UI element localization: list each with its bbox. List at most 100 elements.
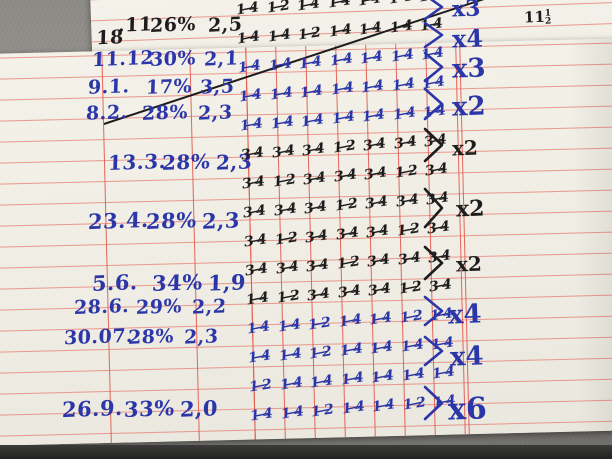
fraction-cell: 1∕4 bbox=[358, 19, 383, 39]
fraction-cell: 1∕4 bbox=[391, 104, 416, 124]
fraction-cell: 1∕4 bbox=[266, 26, 291, 46]
table-cell-percent: 26% bbox=[149, 12, 197, 38]
fraction-cell: 3∕4 bbox=[272, 200, 297, 220]
multiplier-bracket bbox=[423, 335, 450, 367]
fraction-cell: 1∕2 bbox=[265, 0, 290, 17]
fraction-cell: 1∕4 bbox=[235, 0, 260, 19]
table-cell-percent: 33% bbox=[123, 395, 176, 422]
fraction-cell: 1∕4 bbox=[400, 365, 425, 385]
fraction-cell: 1∕4 bbox=[268, 84, 293, 104]
fraction-cell: 1∕4 bbox=[389, 46, 414, 66]
table-cell-percent: 29% bbox=[135, 295, 183, 319]
fraction-cell: 1∕4 bbox=[245, 289, 270, 309]
multiplier-bracket bbox=[423, 385, 450, 421]
fraction-cell: 1∕4 bbox=[239, 115, 264, 135]
table-cell-value: 2,3 bbox=[197, 101, 233, 125]
fraction-cell: 3∕4 bbox=[274, 258, 299, 278]
table-cell-percent: 17% bbox=[145, 75, 193, 99]
table-cell-percent: 28% bbox=[127, 325, 175, 349]
fraction-cell: 1∕2 bbox=[398, 307, 423, 327]
multiplier-label: x2 bbox=[455, 251, 483, 277]
table-cell-date: 23.4. bbox=[87, 206, 150, 235]
fraction-cell: 1∕2 bbox=[335, 253, 360, 274]
fraction-cell: 1∕4 bbox=[238, 86, 263, 106]
fraction-cell: 1∕2 bbox=[275, 287, 300, 307]
fraction-cell: 3∕4 bbox=[270, 142, 295, 162]
fraction-cell: 3∕4 bbox=[428, 276, 453, 296]
table-cell-date: 8.2. bbox=[85, 101, 129, 125]
fraction-cell: 1∕4 bbox=[338, 340, 363, 361]
fraction-cell: 1∕4 bbox=[267, 55, 292, 75]
multiplier-bracket bbox=[423, 0, 450, 21]
fraction-cell: 1∕2 bbox=[248, 376, 273, 396]
fraction-cell: 3∕4 bbox=[334, 224, 359, 245]
multiplier-bracket bbox=[423, 127, 450, 163]
fraction-cell: 1∕4 bbox=[359, 48, 384, 68]
table-cell-value: 3,5 bbox=[199, 75, 235, 99]
fraction-cell: 1∕4 bbox=[298, 52, 323, 73]
multiplier-label: x2 bbox=[451, 135, 479, 161]
photo-edge-bottom bbox=[0, 445, 612, 459]
fraction-cell: 1∕2 bbox=[307, 313, 332, 334]
fraction-cell: 3∕4 bbox=[367, 280, 392, 300]
fraction-cell: 1∕4 bbox=[237, 57, 262, 77]
fraction-cell: 3∕4 bbox=[364, 193, 389, 213]
table-cell-date: .11 bbox=[117, 13, 153, 37]
fraction-cell: 1∕4 bbox=[399, 336, 424, 356]
multiplier-label: x6 bbox=[447, 391, 488, 428]
fraction-cell: 1∕2 bbox=[331, 137, 356, 158]
table-cell-value: 2,0 bbox=[179, 395, 219, 422]
fraction-cell: 1∕4 bbox=[296, 0, 321, 15]
fraction-cell: 3∕4 bbox=[366, 251, 391, 271]
multiplier-bracket bbox=[423, 21, 450, 49]
table-cell-value: 1,9 bbox=[207, 269, 247, 296]
fraction-cell: 3∕4 bbox=[392, 133, 417, 153]
fraction-cell: 3∕4 bbox=[302, 168, 327, 189]
fraction-cell: 1∕2 bbox=[333, 195, 358, 216]
fraction-cell: 1∕4 bbox=[330, 108, 355, 129]
fraction-cell: 3∕4 bbox=[303, 197, 328, 218]
table-cell-date: 11.12 bbox=[91, 46, 155, 72]
fraction-cell: 1∕4 bbox=[337, 311, 362, 332]
fraction-cell: 1∕4 bbox=[329, 79, 354, 100]
fraction-cell: 1∕2 bbox=[297, 23, 322, 44]
fraction-cell: 1∕4 bbox=[299, 81, 324, 102]
fraction-cell: 3∕4 bbox=[363, 164, 388, 184]
fraction-cell: 1∕4 bbox=[339, 369, 364, 390]
fraction-cell: 3∕4 bbox=[242, 202, 267, 222]
table-cell-percent: 30% bbox=[149, 47, 197, 71]
fraction-cell: 1∕4 bbox=[390, 75, 415, 95]
multiplier-label: x4 bbox=[449, 341, 485, 373]
table-cell-date: 13.3. bbox=[107, 148, 167, 176]
table-cell-date: 26.9. bbox=[61, 394, 124, 423]
multiplier-label: x3 bbox=[451, 0, 481, 23]
fraction-cell: 1∕4 bbox=[371, 396, 396, 416]
fraction-cell: 3∕4 bbox=[240, 144, 265, 164]
fraction-cell: 3∕4 bbox=[243, 231, 268, 251]
fraction-cell: 1∕4 bbox=[278, 374, 303, 394]
table-cell-value: 2,1 bbox=[203, 47, 239, 71]
fraction-cell: 3∕4 bbox=[241, 173, 266, 193]
multiplier-bracket bbox=[423, 245, 450, 281]
fraction-cell: 3∕4 bbox=[244, 260, 269, 280]
table-cell-value: 2,3 bbox=[201, 207, 241, 234]
fraction-cell: 3∕4 bbox=[304, 226, 329, 247]
table-cell-percent: 34% bbox=[151, 269, 204, 296]
fraction-cell: 1∕4 bbox=[247, 347, 272, 367]
fraction-cell: 1∕4 bbox=[369, 338, 394, 358]
multiplier-bracket bbox=[423, 87, 450, 121]
fraction-cell: 1∕4 bbox=[269, 113, 294, 133]
fraction-cell: 3∕4 bbox=[365, 222, 390, 242]
corner-note-whole: 11 bbox=[523, 7, 546, 27]
fraction-cell: 1∕2 bbox=[271, 171, 296, 191]
multiplier-label: x3 bbox=[451, 53, 487, 85]
table-cell-percent: 28% bbox=[145, 207, 198, 234]
fraction-cell: 1∕4 bbox=[340, 398, 365, 419]
fraction-cell: 1∕4 bbox=[309, 371, 334, 392]
fraction-cell: 1∕2 bbox=[308, 342, 333, 363]
fraction-cell: 1∕4 bbox=[249, 405, 274, 425]
fraction-cell: 3∕4 bbox=[301, 139, 326, 160]
